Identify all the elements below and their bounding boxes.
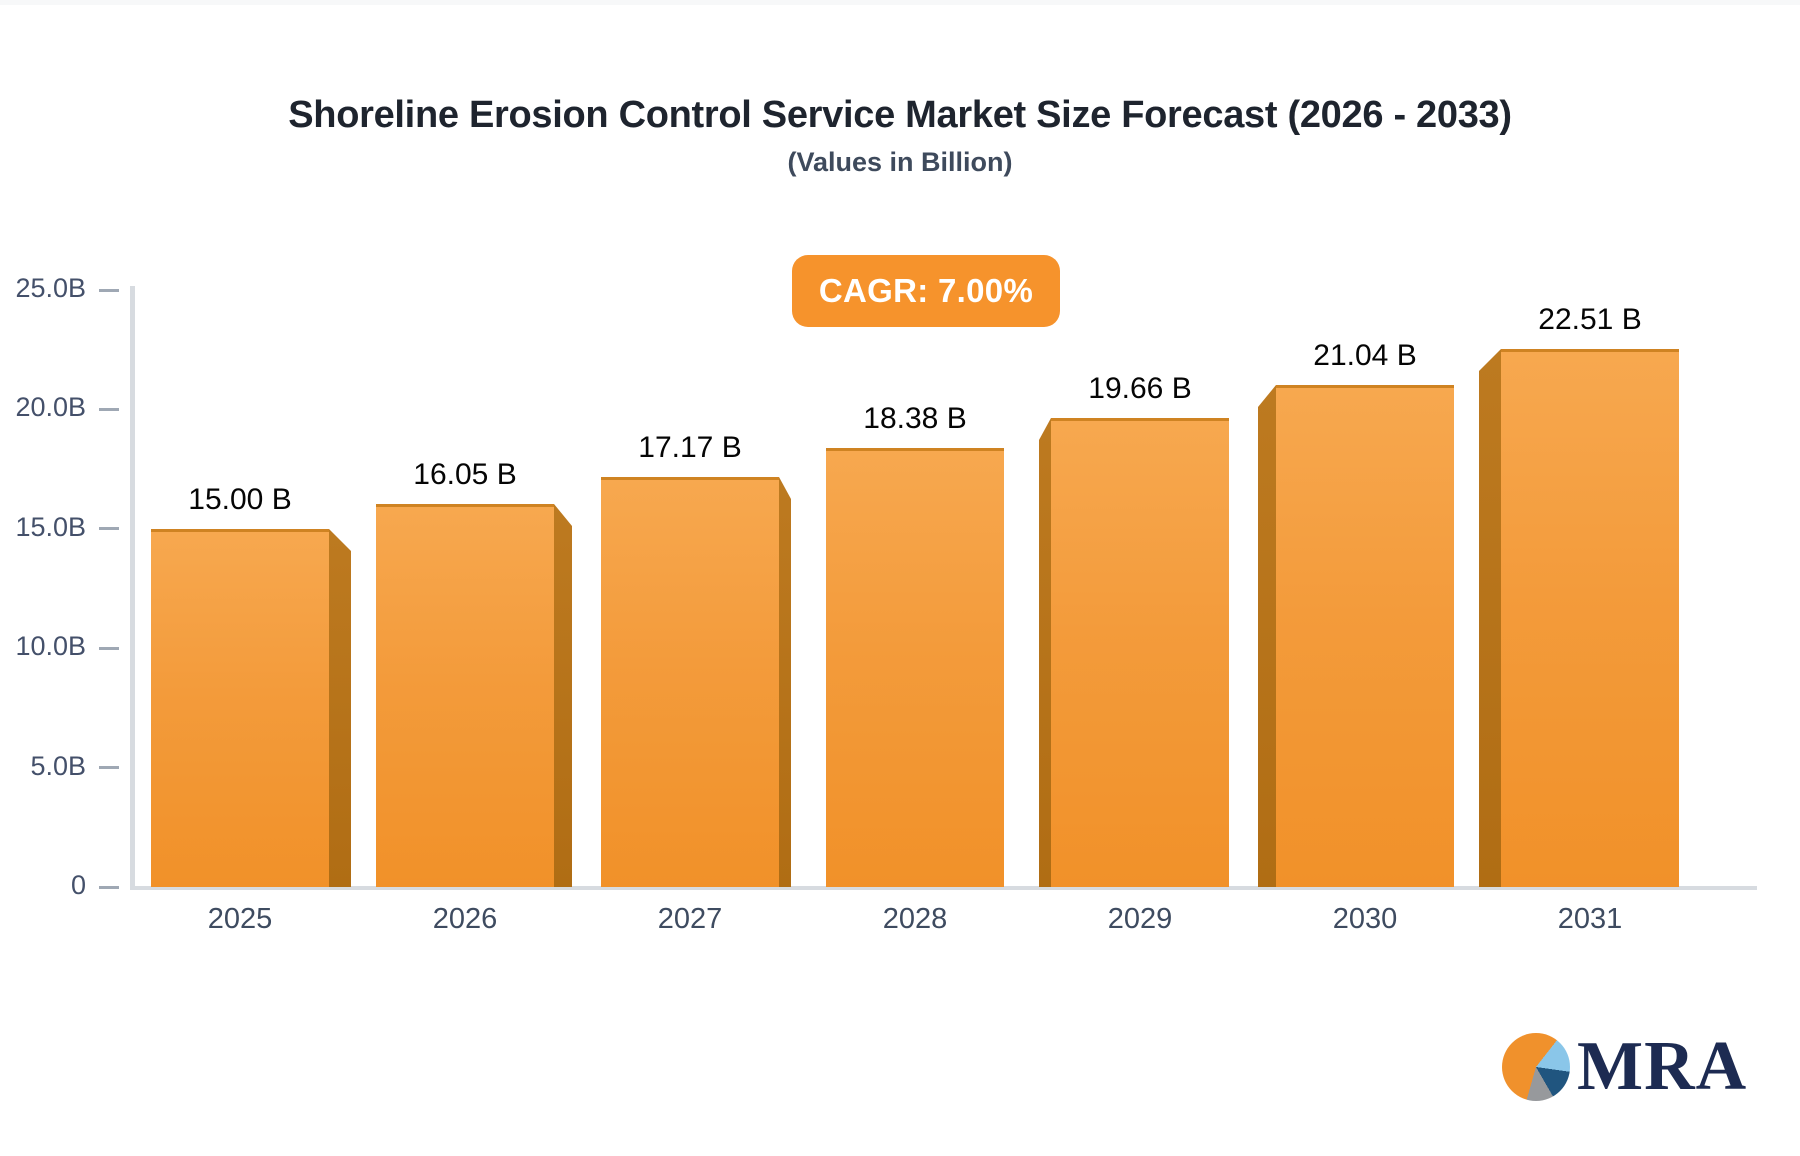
x-axis-label-2030: 2030 bbox=[1332, 903, 1398, 935]
bar-side-face-2030 bbox=[1258, 385, 1276, 887]
y-tick-label: 0 bbox=[70, 870, 86, 900]
y-tick-label: 10.0B bbox=[15, 631, 86, 662]
bar-side-face-2026 bbox=[554, 504, 572, 887]
x-axis-label-2029: 2029 bbox=[1107, 903, 1173, 935]
brand-logo-text: MRA bbox=[1577, 1028, 1748, 1105]
bar-value-label-2026: 16.05 B bbox=[413, 458, 517, 491]
y-tick bbox=[99, 407, 119, 411]
y-tick bbox=[99, 527, 119, 531]
bar-side-face-2031 bbox=[1479, 349, 1501, 887]
chart-title: Shoreline Erosion Control Service Market… bbox=[288, 94, 1512, 136]
bar-side-face-2029 bbox=[1039, 418, 1051, 887]
bar-value-label-2029: 19.66 B bbox=[1088, 372, 1192, 405]
cagr-badge-label: CAGR: 7.00% bbox=[818, 272, 1034, 309]
bar-2027 bbox=[601, 477, 779, 887]
bar-2025 bbox=[151, 529, 329, 887]
x-axis-line bbox=[130, 886, 1757, 890]
y-tick bbox=[99, 885, 119, 889]
chart-subtitle: (Values in Billion) bbox=[787, 147, 1013, 177]
bar-side-face-2025 bbox=[329, 529, 351, 887]
y-tick-label: 20.0B bbox=[15, 392, 86, 423]
x-axis-label-2026: 2026 bbox=[432, 903, 498, 935]
bar-side-face-2027 bbox=[779, 477, 791, 887]
y-tick bbox=[99, 288, 119, 292]
y-tick-label: 15.0B bbox=[15, 511, 86, 542]
bar-value-label-2031: 22.51 B bbox=[1538, 303, 1642, 336]
top-border-strip bbox=[0, 0, 1800, 5]
bar-value-label-2027: 17.17 B bbox=[638, 431, 742, 464]
bar-value-label-2028: 18.38 B bbox=[863, 402, 967, 435]
y-tick-label: 25.0B bbox=[15, 273, 86, 303]
y-tick bbox=[99, 766, 119, 770]
bar-2029 bbox=[1051, 418, 1229, 887]
bar-value-label-2025: 15.00 B bbox=[188, 483, 292, 516]
x-axis-label-2031: 2031 bbox=[1557, 903, 1623, 935]
y-axis-line bbox=[130, 286, 135, 888]
bar-2028 bbox=[826, 448, 1004, 887]
y-tick-label: 5.0B bbox=[30, 750, 86, 781]
x-axis-label-2028: 2028 bbox=[882, 903, 948, 935]
brand-logo: MRA bbox=[1502, 1032, 1747, 1102]
cagr-badge: CAGR: 7.00% bbox=[792, 255, 1060, 327]
bar-2026 bbox=[376, 504, 554, 887]
bar-2031 bbox=[1501, 349, 1679, 887]
bar-2030 bbox=[1276, 385, 1454, 887]
bar-value-label-2030: 21.04 B bbox=[1313, 339, 1417, 372]
y-tick bbox=[99, 646, 119, 650]
x-axis-label-2025: 2025 bbox=[207, 903, 273, 935]
pie-chart-icon bbox=[1502, 1033, 1570, 1101]
x-axis-label-2027: 2027 bbox=[657, 903, 723, 935]
